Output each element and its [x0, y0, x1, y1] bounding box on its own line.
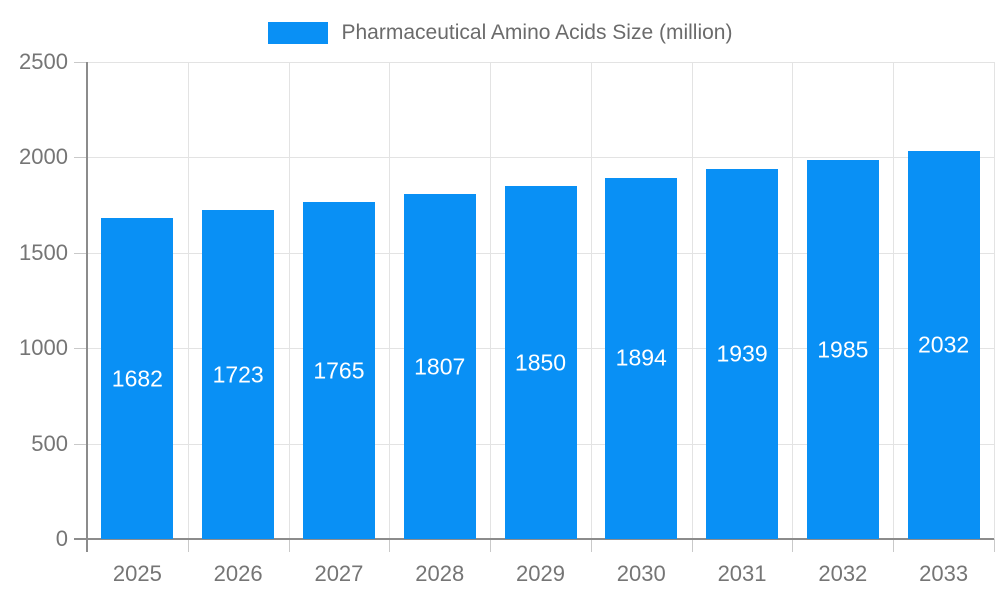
- x-axis-tick-label: 2030: [616, 561, 666, 586]
- x-gridline: [389, 62, 391, 539]
- bar[interactable]: 1850: [504, 186, 577, 539]
- bar-value-label: 2032: [918, 331, 970, 358]
- x-tick-mark: [590, 539, 592, 552]
- bar[interactable]: 1894: [605, 177, 678, 539]
- x-gridline: [288, 62, 290, 539]
- x-tick-mark: [187, 539, 189, 552]
- bar[interactable]: 2032: [907, 151, 980, 539]
- y-tick-mark: [74, 62, 87, 63]
- y-gridline: [87, 157, 994, 159]
- x-axis-tick-label: 2027: [314, 561, 364, 586]
- y-axis-tick-label: 500: [31, 430, 68, 456]
- x-tick-mark: [893, 539, 895, 552]
- x-gridline: [893, 62, 895, 539]
- x-axis-tick-label: 2033: [919, 561, 969, 586]
- bar[interactable]: 1682: [101, 218, 174, 539]
- bar[interactable]: 1807: [403, 194, 476, 539]
- y-tick-mark: [74, 443, 87, 445]
- x-axis-tick-label: 2026: [213, 561, 263, 586]
- y-gridline: [87, 62, 994, 63]
- y-axis-tick-label: 2500: [19, 49, 68, 74]
- x-tick-mark: [389, 539, 391, 552]
- x-gridline: [691, 62, 693, 539]
- x-axis-tick-label: 2029: [516, 561, 565, 586]
- x-gridline: [590, 62, 592, 539]
- y-axis-tick-label: 1000: [19, 335, 68, 361]
- bar[interactable]: 1723: [202, 210, 275, 539]
- x-axis-line: [74, 538, 994, 540]
- bar-value-label: 1985: [817, 336, 869, 363]
- x-gridline: [994, 62, 995, 539]
- bar-value-label: 1850: [514, 349, 567, 375]
- x-gridline: [792, 62, 794, 539]
- bar-value-label: 1682: [111, 365, 163, 392]
- legend-swatch: [267, 22, 328, 44]
- y-tick-mark: [74, 252, 87, 254]
- x-tick-mark: [288, 539, 290, 552]
- x-axis-tick-label: 2032: [818, 561, 868, 586]
- x-axis-tick-label: 2028: [415, 561, 465, 586]
- y-axis-tick-label: 2000: [19, 144, 68, 170]
- y-tick-mark: [74, 348, 87, 350]
- x-axis-tick-label: 2031: [717, 561, 767, 586]
- y-axis-tick-label: 1500: [19, 239, 68, 265]
- bar-value-label: 1765: [313, 357, 365, 384]
- x-tick-mark: [490, 539, 492, 552]
- y-tick-mark: [74, 157, 87, 159]
- bar[interactable]: 1765: [302, 202, 375, 539]
- bar-value-label: 1894: [615, 344, 667, 371]
- bar[interactable]: 1985: [806, 160, 879, 539]
- x-gridline: [187, 62, 189, 539]
- y-axis-tick-label: 0: [55, 526, 68, 551]
- legend-label: Pharmaceutical Amino Acids Size (million…: [341, 21, 733, 44]
- x-tick-mark: [691, 539, 693, 552]
- x-tick-mark: [792, 539, 794, 552]
- bar-value-label: 1723: [212, 361, 264, 388]
- x-gridline: [490, 62, 492, 539]
- x-tick-mark: [994, 539, 995, 552]
- legend[interactable]: Pharmaceutical Amino Acids Size (million…: [0, 20, 1000, 46]
- bar-value-label: 1939: [716, 340, 768, 367]
- bar-value-label: 1807: [414, 353, 466, 380]
- y-axis-line: [86, 62, 88, 552]
- bar[interactable]: 1939: [706, 169, 779, 539]
- x-axis-tick-label: 2025: [112, 561, 162, 586]
